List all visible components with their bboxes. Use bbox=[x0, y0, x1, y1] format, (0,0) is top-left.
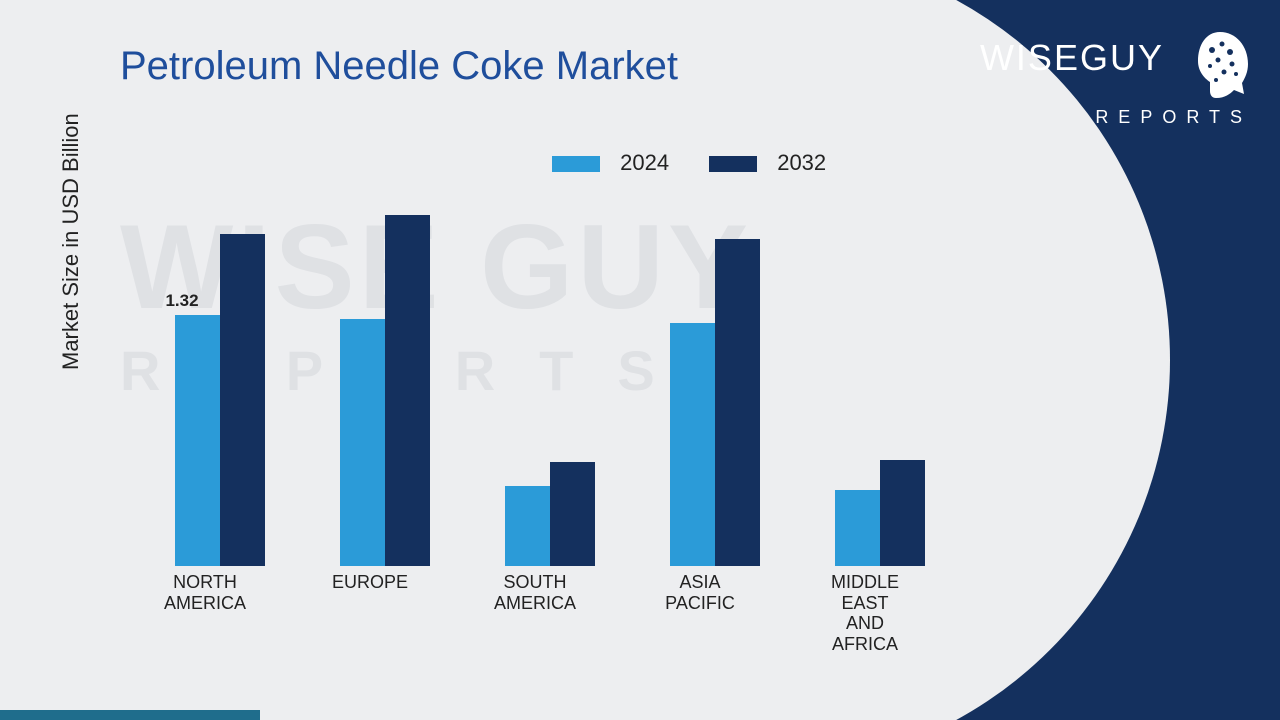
x-tick-label: SOUTHAMERICA bbox=[475, 572, 595, 613]
bar bbox=[550, 462, 595, 567]
bar bbox=[340, 319, 385, 566]
footer-accent bbox=[0, 710, 260, 720]
bar bbox=[220, 234, 265, 567]
bar-group bbox=[325, 215, 445, 567]
bar-chart: Market Size in USD Billion 2024 2032 1.3… bbox=[72, 150, 942, 690]
logo-word-wise: WISE bbox=[980, 37, 1080, 78]
bar bbox=[670, 323, 715, 566]
legend-label-2032: 2032 bbox=[777, 150, 826, 175]
x-tick-label: EUROPE bbox=[310, 572, 430, 593]
legend-swatch-2024 bbox=[552, 156, 600, 172]
bar bbox=[880, 460, 925, 566]
x-tick-label: NORTHAMERICA bbox=[145, 572, 265, 613]
bar bbox=[505, 486, 550, 566]
legend-item-2032: 2032 bbox=[709, 150, 826, 176]
ai-head-icon bbox=[1182, 28, 1252, 104]
page: WISEGUY REPORTS Petroleum Needle Cok bbox=[0, 0, 1280, 720]
chart-title: Petroleum Needle Coke Market bbox=[120, 44, 678, 89]
bar bbox=[835, 490, 880, 566]
x-tick-label: ASIAPACIFIC bbox=[640, 572, 760, 613]
logo-word-guy: GUY bbox=[1080, 37, 1164, 78]
bar-group bbox=[655, 239, 775, 566]
bar-group bbox=[490, 462, 610, 567]
legend-label-2024: 2024 bbox=[620, 150, 669, 175]
bar bbox=[715, 239, 760, 566]
bar bbox=[385, 215, 430, 567]
logo-line1: WISEGUY bbox=[980, 37, 1176, 78]
bar-group bbox=[820, 460, 940, 566]
bar-group bbox=[160, 234, 280, 567]
legend-swatch-2032 bbox=[709, 156, 757, 172]
bar bbox=[175, 315, 220, 566]
x-axis-labels: NORTHAMERICA EUROPE SOUTHAMERICA ASIAPACIFI… bbox=[120, 572, 940, 692]
x-tick-label: MIDDLEEASTANDAFRICA bbox=[805, 572, 925, 655]
bar-value-label: 1.32 bbox=[152, 291, 212, 311]
legend: 2024 2032 bbox=[552, 150, 826, 176]
y-axis-label: Market Size in USD Billion bbox=[58, 113, 84, 370]
brand-logo: WISEGUY REPORTS bbox=[980, 28, 1252, 126]
plot-area: 1.32 bbox=[120, 186, 940, 566]
logo-line2: REPORTS bbox=[980, 108, 1252, 126]
legend-item-2024: 2024 bbox=[552, 150, 669, 176]
